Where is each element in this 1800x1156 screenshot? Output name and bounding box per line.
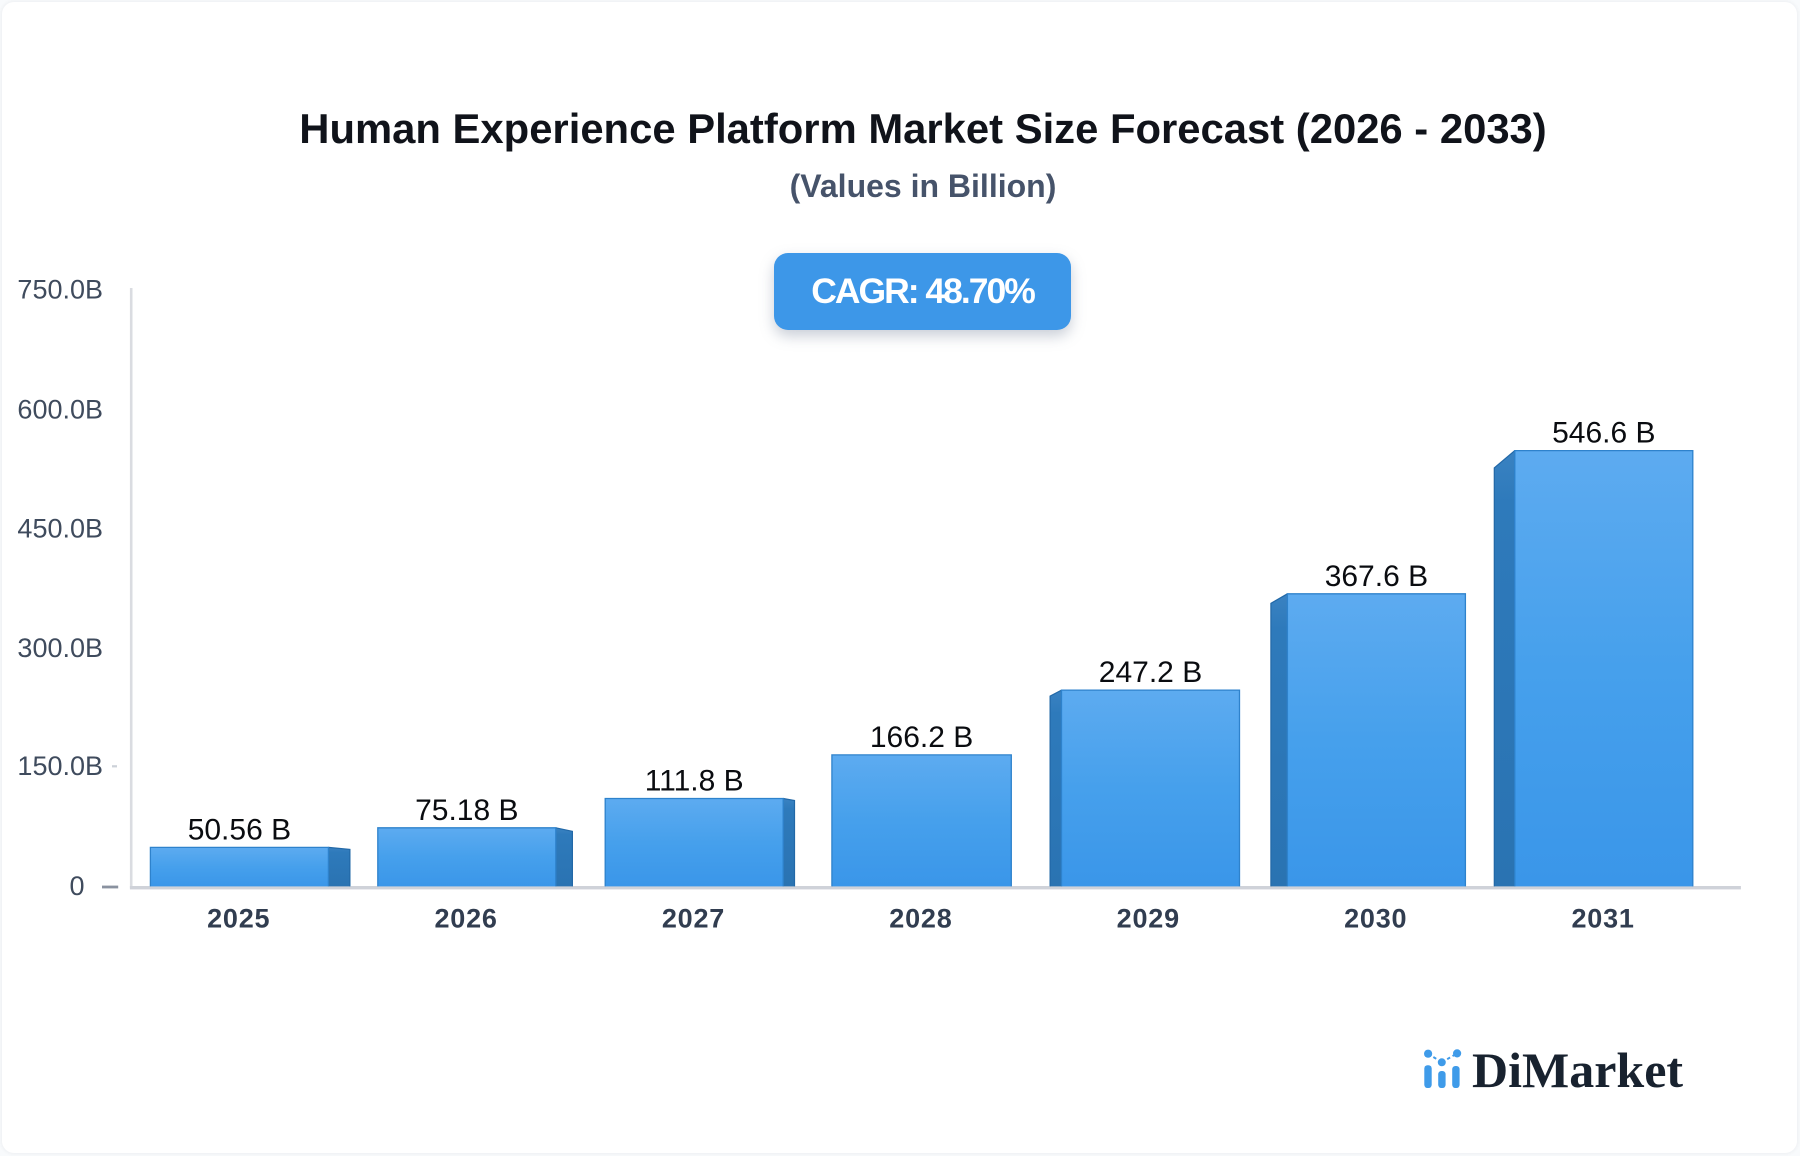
svg-text:546.6 B: 546.6 B [1552, 417, 1655, 450]
svg-text:2025: 2025 [207, 904, 270, 934]
svg-text:300.0B: 300.0B [17, 633, 103, 663]
svg-text:111.8 B: 111.8 B [645, 765, 744, 798]
svg-text:50.56 B: 50.56 B [188, 813, 291, 846]
svg-text:600.0B: 600.0B [17, 394, 103, 424]
svg-text:450.0B: 450.0B [17, 513, 103, 543]
svg-text:750.0B: 750.0B [17, 275, 103, 305]
svg-text:2028: 2028 [889, 904, 952, 934]
svg-text:247.2 B: 247.2 B [1099, 656, 1202, 689]
svg-text:166.2 B: 166.2 B [870, 721, 973, 754]
svg-text:2031: 2031 [1571, 904, 1634, 934]
svg-text:0: 0 [69, 871, 84, 901]
svg-text:2027: 2027 [662, 904, 725, 934]
svg-text:2026: 2026 [434, 904, 497, 934]
svg-text:2029: 2029 [1117, 904, 1180, 934]
svg-text:75.18 B: 75.18 B [415, 794, 518, 827]
svg-text:2030: 2030 [1344, 904, 1407, 934]
svg-text:150.0B: 150.0B [17, 751, 103, 781]
svg-text:367.6 B: 367.6 B [1325, 560, 1428, 593]
svg-text:DiMarket: DiMarket [1472, 1042, 1683, 1098]
